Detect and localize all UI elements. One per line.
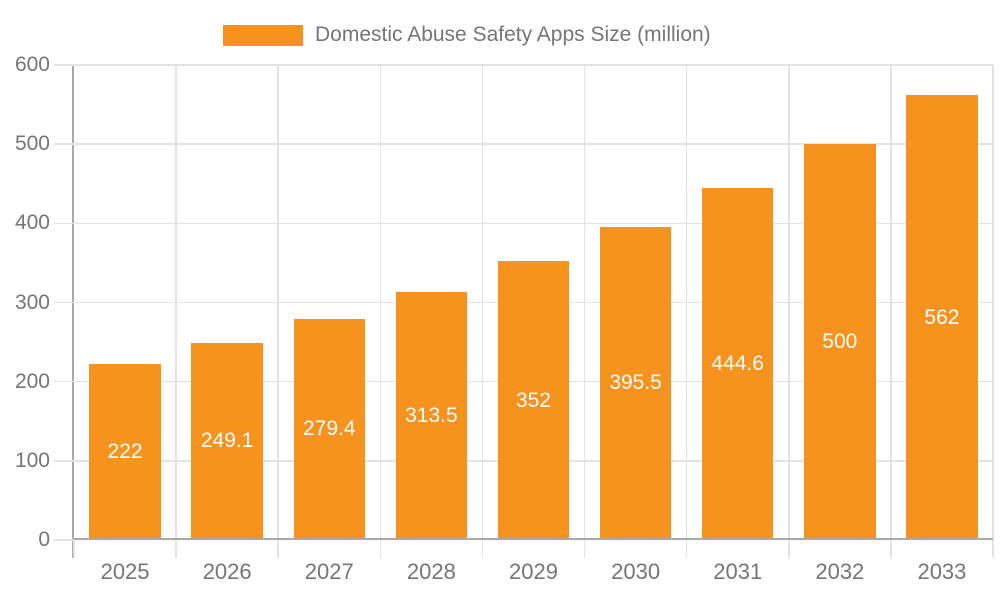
v-gridline	[277, 65, 279, 540]
y-tick	[54, 143, 74, 145]
legend[interactable]: Domestic Abuse Safety Apps Size (million…	[223, 23, 711, 47]
y-tick	[54, 380, 74, 383]
bar[interactable]: 500	[804, 144, 876, 540]
x-tick-label: 2031	[713, 559, 763, 584]
bar-value-label: 562	[924, 305, 960, 329]
x-tick	[277, 540, 279, 558]
x-tick-label: 2029	[509, 559, 558, 584]
bar[interactable]: 444.6	[701, 188, 774, 540]
y-tick	[54, 460, 74, 462]
plot-area: 222 249.1 279.4 313.5 352 395.5 444.6 500 562	[72, 64, 994, 558]
x-tick-label: 2032	[815, 559, 865, 584]
y-tick-label: 500	[14, 132, 50, 156]
x-tick	[583, 540, 586, 558]
x-tick	[685, 540, 688, 558]
legend-label: Domestic Abuse Safety Apps Size (million…	[315, 23, 711, 46]
v-gridline	[992, 65, 994, 540]
x-tick	[175, 540, 177, 558]
y-tick-label: 400	[14, 211, 50, 235]
y-tick-label: 300	[14, 290, 50, 314]
bar-value-label: 395.5	[609, 371, 662, 395]
bar-value-label: 249.1	[200, 429, 254, 453]
bar-value-label: 222	[107, 440, 143, 464]
bar-value-label: 352	[515, 388, 551, 412]
h-gridline	[74, 64, 993, 66]
y-tick	[54, 64, 74, 66]
bar[interactable]: 249.1	[191, 342, 263, 540]
x-tick	[481, 540, 484, 558]
bar-value-label: 313.5	[405, 403, 458, 427]
legend-swatch	[223, 24, 303, 46]
y-tick-label: 0	[38, 528, 50, 551]
bar[interactable]: 395.5	[599, 226, 672, 540]
y-tick	[54, 222, 74, 225]
h-gridline	[74, 143, 993, 145]
bar[interactable]: 352	[497, 261, 570, 540]
bar-value-label: 500	[822, 330, 858, 354]
v-gridline	[379, 65, 382, 540]
v-gridline	[481, 65, 484, 540]
y-tick	[54, 539, 74, 541]
bar[interactable]: 222	[89, 364, 161, 540]
x-tick	[379, 540, 382, 558]
y-tick-label: 200	[14, 369, 50, 393]
x-tick-label: 2026	[202, 559, 252, 584]
bar[interactable]: 313.5	[395, 291, 468, 540]
bar[interactable]: 562	[906, 95, 978, 540]
v-gridline	[685, 65, 688, 540]
x-tick	[890, 540, 892, 558]
y-tick-label: 100	[14, 448, 50, 472]
v-gridline	[583, 65, 586, 540]
v-gridline	[175, 65, 177, 540]
x-tick-label: 2030	[611, 559, 661, 584]
x-tick	[992, 540, 994, 558]
y-tick-label: 600	[14, 53, 50, 76]
bar-value-label: 444.6	[711, 352, 764, 376]
x-tick	[73, 540, 75, 558]
v-gridline	[890, 65, 892, 540]
x-tick-label: 2027	[304, 559, 354, 584]
x-tick-label: 2025	[100, 559, 150, 584]
h-gridline	[74, 222, 993, 225]
x-axis-line	[72, 538, 993, 540]
x-tick-label: 2028	[406, 559, 456, 584]
x-tick-label: 2033	[917, 559, 967, 584]
x-tick	[788, 540, 790, 558]
bar[interactable]: 279.4	[293, 318, 365, 540]
y-axis-line	[72, 65, 74, 558]
bar-value-label: 279.4	[302, 417, 356, 441]
v-gridline	[788, 65, 790, 540]
y-tick	[54, 301, 74, 304]
